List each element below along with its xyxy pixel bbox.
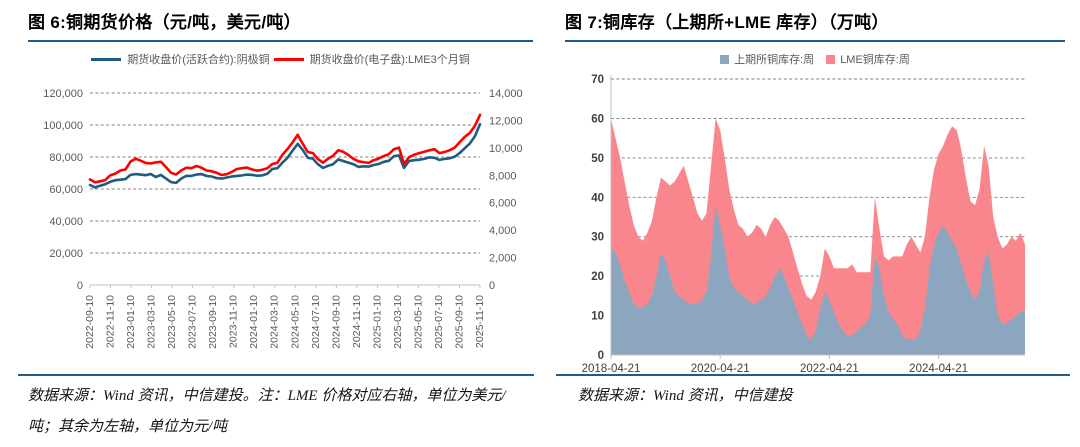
figure-7-panel: 图 7:铜库存（上期所+LME 库存）（万吨） 上期所铜库存:周 LME铜库存:… — [565, 8, 1065, 379]
svg-text:2025-07-10: 2025-07-10 — [433, 295, 445, 349]
svg-text:2024-03-10: 2024-03-10 — [269, 295, 281, 349]
svg-text:10: 10 — [591, 311, 604, 323]
figure-6-title: 图 6:铜期货价格（元/吨，美元/吨） — [28, 13, 301, 32]
figure-6-source-note: 数据来源：Wind 资讯，中信建投。注：LME 价格对应右轴，单位为美元/吨；其… — [28, 388, 506, 435]
svg-text:2024-07-10: 2024-07-10 — [310, 295, 322, 349]
shfe-stock-area-swatch — [720, 54, 730, 64]
figure-6-bottom-rule — [18, 374, 534, 376]
figure-6-title-rule — [28, 40, 533, 42]
svg-text:2023-11-10: 2023-11-10 — [228, 295, 240, 348]
svg-text:8,000: 8,000 — [489, 170, 517, 182]
svg-text:80,000: 80,000 — [49, 152, 83, 164]
svg-text:20,000: 20,000 — [49, 248, 83, 260]
svg-text:2023-09-10: 2023-09-10 — [207, 295, 219, 349]
svg-text:2022-09-10: 2022-09-10 — [84, 295, 96, 349]
svg-text:2025-01-10: 2025-01-10 — [371, 295, 383, 349]
svg-text:6,000: 6,000 — [489, 198, 517, 210]
svg-text:2023-05-10: 2023-05-10 — [166, 295, 178, 349]
svg-text:2024-01-10: 2024-01-10 — [248, 295, 260, 349]
figure-7-title: 图 7:铜库存（上期所+LME 库存）（万吨） — [565, 13, 889, 32]
svg-text:0: 0 — [489, 280, 495, 292]
figure-7-bottom-rule — [556, 374, 1070, 376]
legend-item-lme-stock: LME铜库存:周 — [826, 51, 910, 67]
svg-text:2025-05-10: 2025-05-10 — [412, 295, 424, 349]
svg-text:30: 30 — [591, 232, 604, 244]
svg-text:2025-03-10: 2025-03-10 — [392, 295, 404, 349]
lme-stock-area-swatch — [826, 54, 836, 64]
svg-text:12,000: 12,000 — [489, 115, 523, 127]
svg-text:0: 0 — [77, 280, 83, 292]
svg-text:4,000: 4,000 — [489, 225, 517, 237]
svg-text:2018-04-21: 2018-04-21 — [582, 363, 641, 375]
lme-price-legend-label: 期货收盘价(电子盘):LME3个月铜 — [309, 54, 470, 66]
svg-text:60: 60 — [591, 113, 604, 125]
legend-item-lme-price: 期货收盘价(电子盘):LME3个月铜 — [273, 51, 470, 67]
figure-6-panel: 图 6:铜期货价格（元/吨，美元/吨） 期货收盘价(活跃合约):阴极铜 期货收盘… — [28, 8, 533, 367]
svg-text:2023-07-10: 2023-07-10 — [187, 295, 199, 349]
svg-text:2023-01-10: 2023-01-10 — [125, 295, 137, 349]
svg-text:2025-11-10: 2025-11-10 — [474, 295, 486, 348]
figure-6-legend: 期货收盘价(活跃合约):阴极铜 期货收盘价(电子盘):LME3个月铜 — [28, 51, 533, 67]
svg-text:2,000: 2,000 — [489, 253, 517, 265]
svg-text:2023-03-10: 2023-03-10 — [146, 295, 158, 349]
svg-text:10,000: 10,000 — [489, 143, 523, 155]
svg-text:2024-11-10: 2024-11-10 — [351, 295, 363, 348]
svg-text:2022-04-21: 2022-04-21 — [800, 363, 859, 375]
svg-text:2022-11-10: 2022-11-10 — [105, 295, 117, 348]
svg-text:20: 20 — [591, 271, 604, 283]
svg-text:40: 40 — [591, 192, 604, 204]
svg-text:60,000: 60,000 — [49, 184, 83, 196]
figure-7-legend: 上期所铜库存:周 LME铜库存:周 — [565, 51, 1065, 67]
shfe-stock-legend-label: 上期所铜库存:周 — [734, 54, 815, 66]
svg-text:2020-04-21: 2020-04-21 — [691, 363, 750, 375]
svg-text:40,000: 40,000 — [49, 216, 83, 228]
shfe-price-line-swatch — [91, 57, 122, 61]
shfe-price-legend-label: 期货收盘价(活跃合约):阴极铜 — [127, 54, 270, 66]
figure-7-title-rule — [565, 40, 1065, 42]
svg-text:70: 70 — [591, 74, 604, 86]
legend-item-shfe-stock: 上期所铜库存:周 — [720, 51, 814, 67]
copper-futures-price-chart: 120,000 100,000 80,000 60,000 40,000 20,000 0 1… — [43, 88, 523, 349]
svg-text:0: 0 — [598, 350, 604, 362]
legend-item-shfe-price: 期货收盘价(活跃合约):阴极铜 — [91, 51, 270, 67]
figure-7-source-note: 数据来源：Wind 资讯，中信建投 — [578, 388, 793, 404]
svg-text:2025-09-10: 2025-09-10 — [454, 295, 466, 349]
svg-text:14,000: 14,000 — [489, 88, 523, 100]
svg-text:50: 50 — [591, 153, 604, 165]
svg-text:120,000: 120,000 — [43, 88, 83, 100]
svg-text:2024-09-10: 2024-09-10 — [330, 295, 342, 349]
lme-stock-legend-label: LME铜库存:周 — [840, 54, 910, 66]
svg-text:2024-04-21: 2024-04-21 — [909, 363, 968, 375]
svg-text:2024-05-10: 2024-05-10 — [289, 295, 301, 349]
svg-text:100,000: 100,000 — [43, 120, 83, 132]
lme-price-line-swatch — [273, 57, 304, 61]
